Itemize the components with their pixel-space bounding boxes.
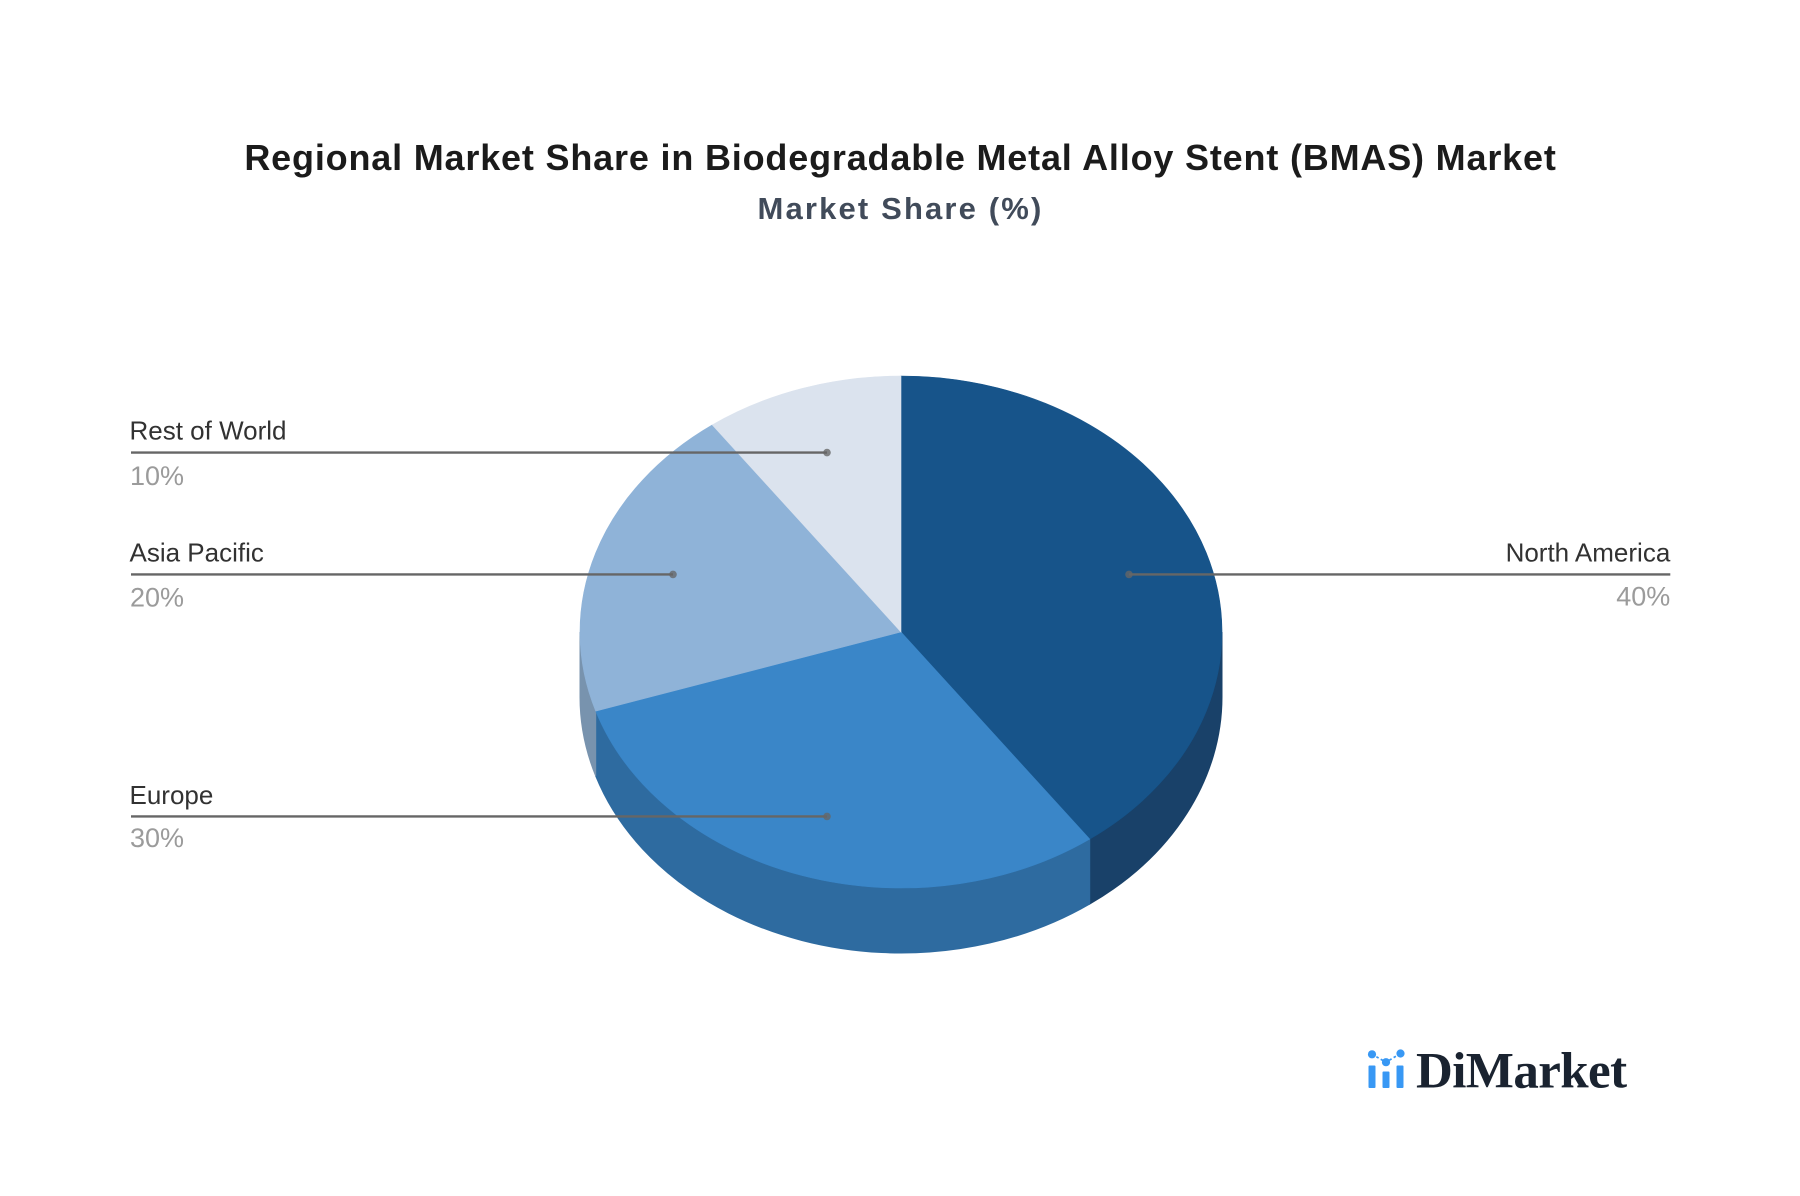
svg-text:North America: North America: [1506, 537, 1671, 567]
svg-text:DiMarket: DiMarket: [1416, 1043, 1627, 1099]
svg-text:10%: 10%: [130, 461, 184, 491]
svg-text:Asia Pacific: Asia Pacific: [130, 537, 264, 567]
svg-text:Europe: Europe: [130, 780, 214, 810]
svg-text:Regional Market Share in Biode: Regional Market Share in Biodegradable M…: [244, 137, 1556, 178]
svg-text:20%: 20%: [130, 583, 184, 613]
svg-text:Market Share (%): Market Share (%): [758, 191, 1044, 226]
svg-text:40%: 40%: [1616, 582, 1670, 612]
svg-text:Rest of World: Rest of World: [130, 416, 287, 446]
svg-text:30%: 30%: [130, 823, 184, 853]
